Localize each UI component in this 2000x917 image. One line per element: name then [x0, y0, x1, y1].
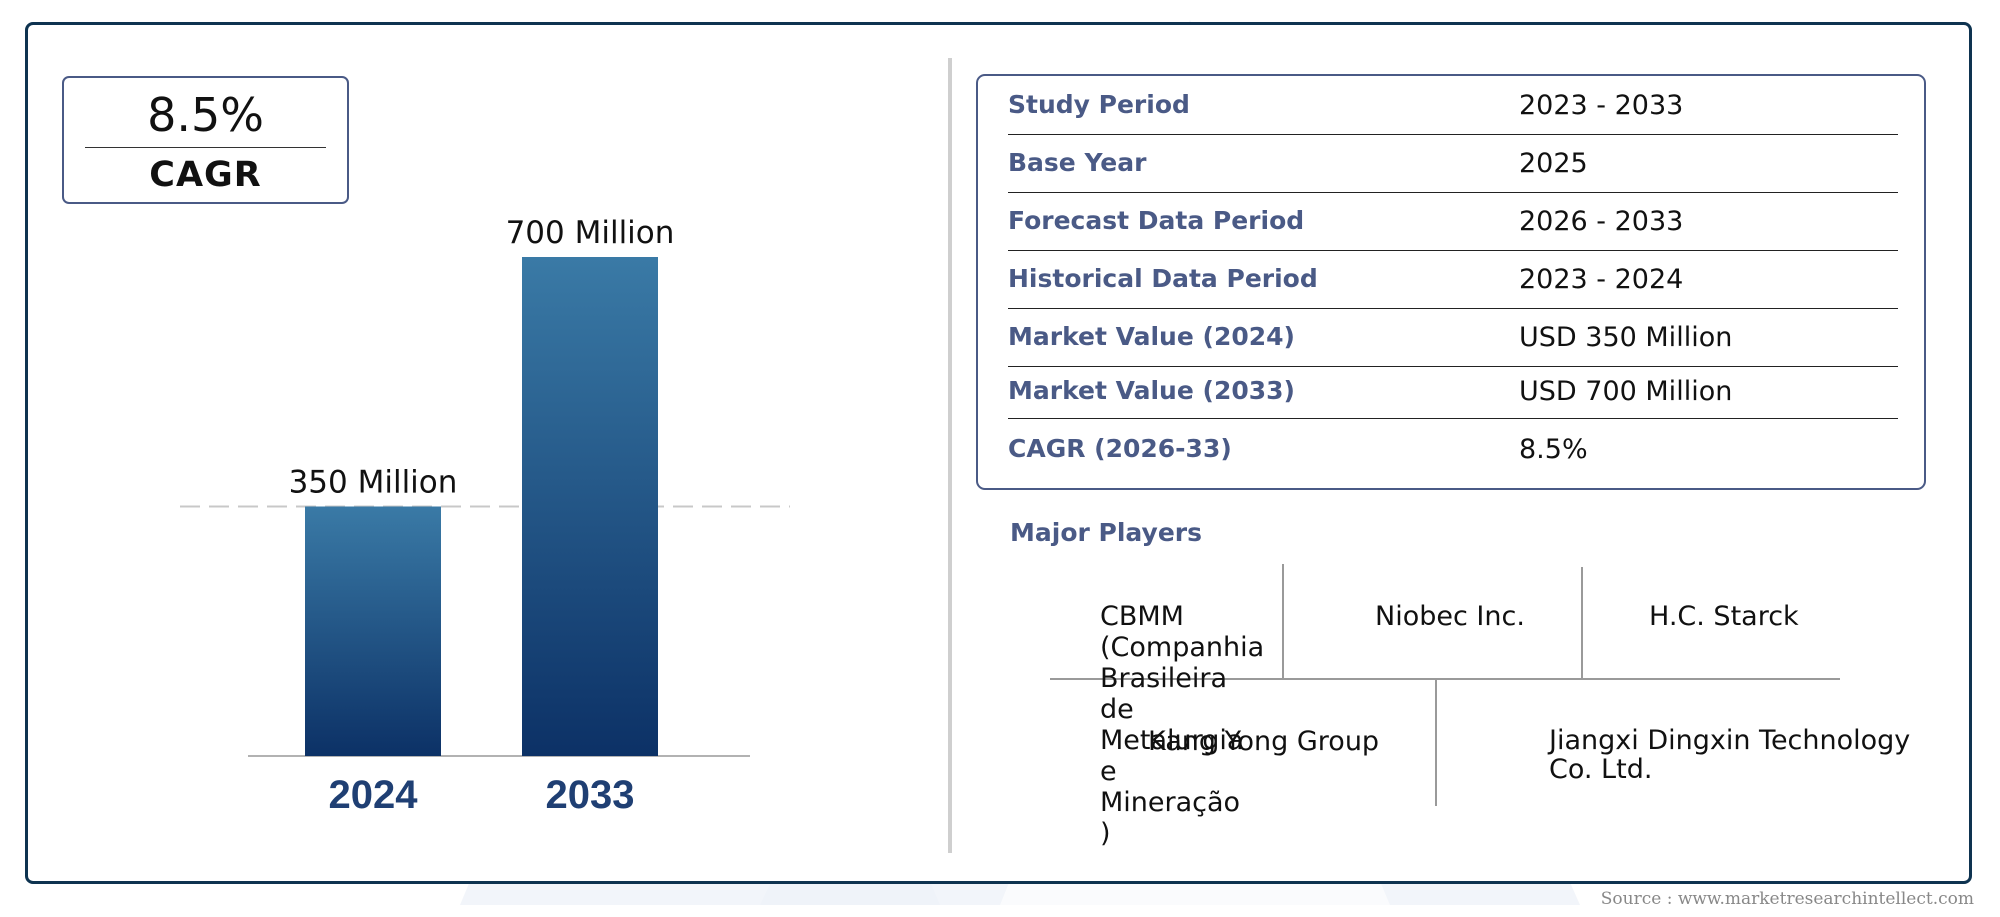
category-label-2024: 2024	[329, 773, 419, 817]
player-jiangxi-dingxin: Jiangxi Dingxin Technology Co. Ltd.	[1549, 725, 1911, 785]
info-label: Forecast Data Period	[1008, 206, 1305, 235]
source-note: Source : www.marketresearchintellect.com	[1600, 889, 1974, 909]
bar-2024	[305, 506, 441, 756]
info-label: Market Value (2024)	[1008, 322, 1295, 351]
info-row-market-value-2024: Market Value (2024) USD 350 Million	[1008, 308, 1898, 367]
info-label: Historical Data Period	[1008, 264, 1318, 293]
info-value: 2025	[1519, 148, 1588, 179]
player-divider	[1581, 567, 1583, 678]
cagr-box: 8.5% CAGR	[62, 76, 349, 204]
data-label-2033: 700 Million	[506, 215, 675, 251]
info-value: 2026 - 2033	[1519, 206, 1684, 237]
cagr-value: 8.5%	[147, 88, 264, 142]
player-niobec: Niobec Inc.	[1375, 601, 1525, 632]
player-divider	[1282, 564, 1284, 678]
info-value: 8.5%	[1519, 434, 1588, 465]
player-divider	[1050, 678, 1840, 680]
category-label-2033: 2033	[546, 773, 635, 817]
info-row-cagr: CAGR (2026-33) 8.5%	[1008, 418, 1898, 476]
player-hc-starck: H.C. Starck	[1649, 601, 1799, 632]
info-value: 2023 - 2033	[1519, 90, 1684, 121]
info-label: Base Year	[1008, 148, 1147, 177]
info-table: Study Period 2023 - 2033 Base Year 2025 …	[976, 74, 1926, 490]
info-value: 2023 - 2024	[1519, 264, 1684, 295]
info-value: USD 700 Million	[1519, 376, 1733, 407]
players-title: Major Players	[1010, 518, 1202, 547]
info-row-historical-period: Historical Data Period 2023 - 2024	[1008, 250, 1898, 309]
vertical-divider	[948, 58, 952, 853]
info-row-base-year: Base Year 2025	[1008, 134, 1898, 193]
info-label: CAGR (2026-33)	[1008, 434, 1232, 463]
info-row-study-period: Study Period 2023 - 2033	[1008, 76, 1898, 135]
cagr-label: CAGR	[149, 155, 262, 195]
cagr-divider	[85, 147, 326, 148]
player-kang-yong: Kang Yong Group	[1148, 726, 1380, 757]
player-divider	[1435, 678, 1437, 806]
info-row-forecast-period: Forecast Data Period 2026 - 2033	[1008, 192, 1898, 251]
info-label: Study Period	[1008, 90, 1190, 119]
bar-chart: 350 Million 2024 700 Million 2033	[180, 215, 790, 817]
info-value: USD 350 Million	[1519, 322, 1733, 353]
info-row-market-value-2033: Market Value (2033) USD 700 Million	[1008, 366, 1898, 419]
info-label: Market Value (2033)	[1008, 376, 1295, 405]
bar-2033	[522, 257, 658, 756]
data-label-2024: 350 Million	[289, 465, 458, 501]
player-cbmm: CBMM (Companhia Brasileira de Metalurgia…	[1100, 601, 1265, 849]
